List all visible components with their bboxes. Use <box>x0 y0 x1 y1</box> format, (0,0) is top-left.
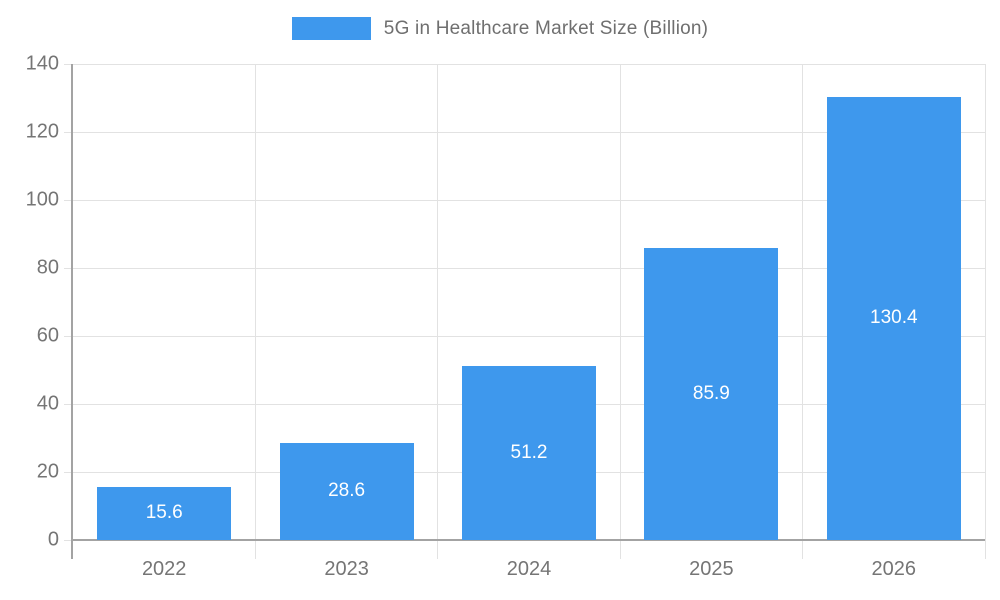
bar[interactable] <box>644 247 779 540</box>
bar[interactable] <box>826 96 961 540</box>
y-tick <box>64 63 73 65</box>
category-separator <box>437 64 439 559</box>
y-gridline <box>73 267 985 269</box>
y-tick <box>64 335 73 337</box>
bar-value-label: 85.9 <box>692 382 730 404</box>
y-tick <box>64 403 73 405</box>
y-tick <box>64 471 73 473</box>
plot-area: 0 20 40 60 80 100 120 140 15.6 2022 28.6 2023 51.2 20… <box>26 53 986 580</box>
bar-value-label: 51.2 <box>510 441 548 463</box>
y-axis-line <box>71 64 73 559</box>
bar-value-label: 15.6 <box>145 502 183 524</box>
y-axis-tick-label: 80 <box>36 256 59 279</box>
y-gridline <box>73 63 985 65</box>
x-axis-line <box>73 539 985 541</box>
y-tick <box>64 131 73 133</box>
y-gridline <box>73 131 985 133</box>
legend[interactable]: 5G in Healthcare Market Size (Billion) <box>0 17 1000 40</box>
y-axis-tick-label: 120 <box>25 120 59 143</box>
category-separator <box>802 64 804 559</box>
x-axis-tick-label: 2024 <box>506 558 552 580</box>
y-axis-tick-label: 60 <box>36 324 59 347</box>
y-gridline <box>73 199 985 201</box>
y-axis-tick-label: 140 <box>25 52 59 75</box>
bar[interactable] <box>462 365 596 540</box>
x-axis-tick-label: 2026 <box>871 558 917 580</box>
x-axis-tick-label: 2022 <box>141 558 187 580</box>
category-separator <box>254 64 256 559</box>
category-separator <box>619 64 621 559</box>
legend-label: 5G in Healthcare Market Size (Billion) <box>383 17 709 39</box>
bar[interactable] <box>279 442 414 540</box>
y-axis-tick-label: 0 <box>47 528 59 551</box>
y-axis-tick-label: 100 <box>25 188 59 211</box>
legend-swatch-icon <box>291 17 371 40</box>
bar-value-label: 130.4 <box>870 307 918 329</box>
y-axis-tick-label: 40 <box>36 392 59 415</box>
x-axis-tick-label: 2023 <box>324 558 369 580</box>
y-axis-tick-label: 20 <box>36 460 59 483</box>
category-separator <box>984 64 986 559</box>
y-gridline <box>73 335 985 337</box>
y-tick <box>64 539 73 541</box>
y-tick <box>64 267 73 269</box>
bar-value-label: 28.6 <box>328 480 366 502</box>
y-tick <box>64 199 73 201</box>
bar[interactable] <box>97 486 232 540</box>
x-axis-tick-label: 2025 <box>689 558 734 580</box>
